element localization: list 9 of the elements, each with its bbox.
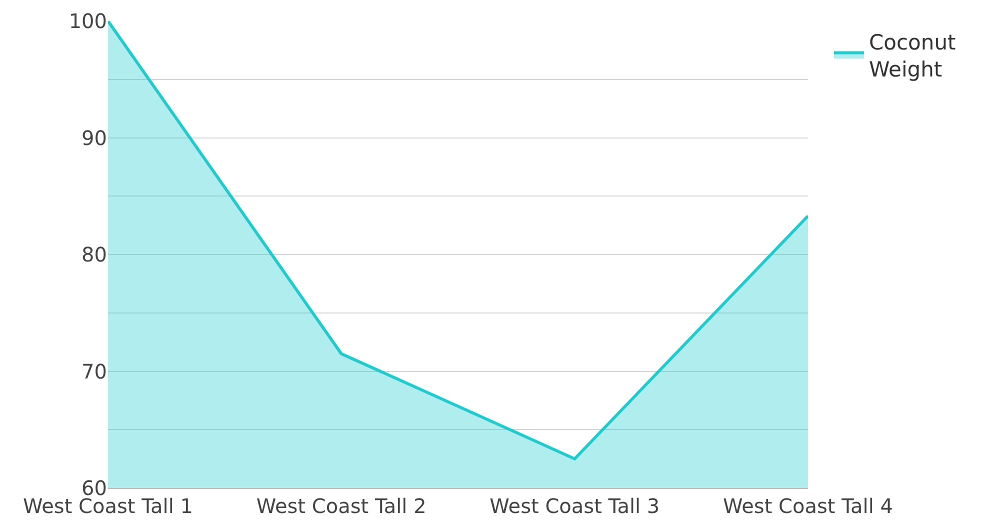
- legend-label: Coconut Weight: [869, 30, 956, 82]
- x-tick-label: West Coast Tall 2: [256, 494, 426, 518]
- y-tick-label: 70: [82, 359, 107, 384]
- y-tick-label: 80: [82, 242, 107, 266]
- x-tick-label: West Coast Tall 3: [490, 494, 660, 518]
- x-tick-label: West Coast Tall 4: [723, 494, 893, 518]
- y-tick-label: 90: [82, 126, 107, 150]
- y-tick-label: 100: [68, 9, 107, 33]
- x-tick-label: West Coast Tall 1: [23, 494, 193, 518]
